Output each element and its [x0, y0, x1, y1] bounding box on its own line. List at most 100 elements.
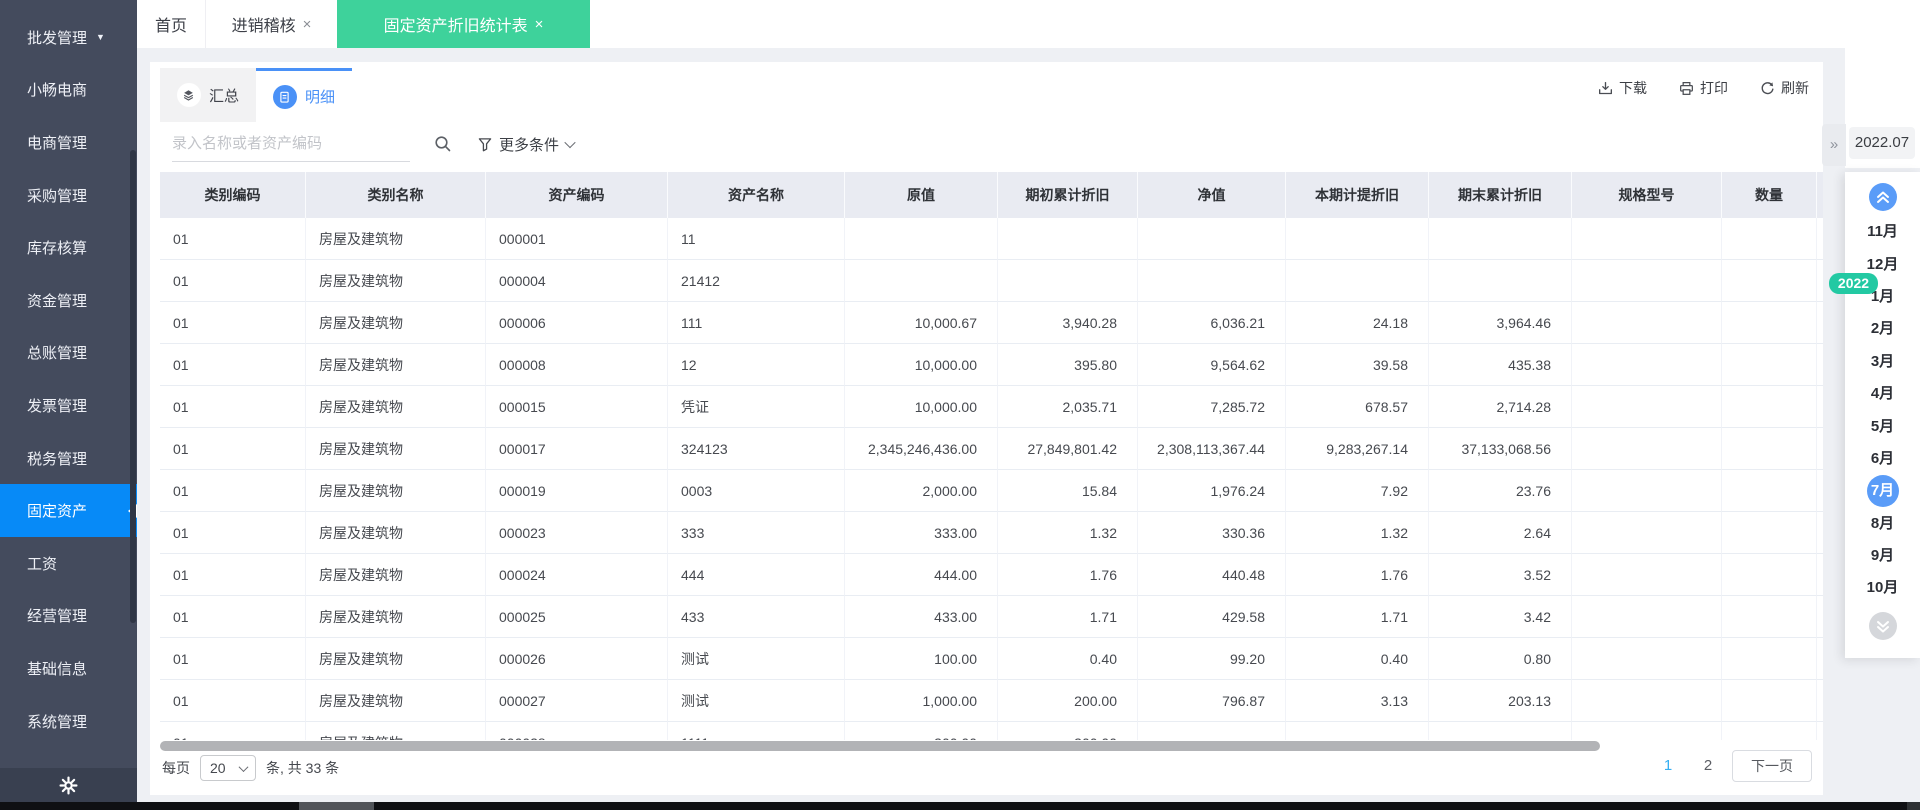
- close-tab-icon[interactable]: ×: [302, 15, 312, 33]
- bottom-bar-segment: [299, 802, 374, 810]
- table-row[interactable]: 01房屋及建筑物0000281111300.00300.00: [160, 722, 1823, 740]
- cell: 测试: [668, 638, 845, 680]
- sidebar-item-inventory-accounting[interactable]: 库存核算: [0, 221, 137, 274]
- table-row[interactable]: 01 房屋及建筑物 000025 433 433.00 1.71 429.58 1.71 3.4…: [160, 596, 1823, 638]
- tab-summary-label: 汇总: [208, 87, 239, 105]
- month-item[interactable]: 11月: [1845, 216, 1920, 248]
- tab-fixed-asset-depreciation-report[interactable]: 固定资产折旧统计表 ×: [337, 0, 590, 48]
- cell: [1722, 512, 1817, 554]
- month-item-label: 7月: [1866, 475, 1899, 508]
- view-tabs: 汇总 明细: [160, 68, 352, 122]
- close-tab-icon[interactable]: ×: [534, 15, 544, 33]
- sidebar-item-funds[interactable]: 资金管理: [0, 274, 137, 327]
- table-row[interactable]: 01 房屋及建筑物 000015 凭证 10,000.00 2,035.71 7,285.7…: [160, 386, 1823, 428]
- col-original-value: 原值: [845, 172, 998, 218]
- month-item-label: 4月: [1870, 385, 1895, 403]
- sidebar-item-tax[interactable]: 税务管理: [0, 432, 137, 485]
- tab-home[interactable]: 首页: [137, 0, 205, 48]
- cell: 01: [160, 596, 306, 638]
- table-row[interactable]: 01 房屋及建筑物 000004 21412: [160, 260, 1823, 302]
- table-row[interactable]: 01 房屋及建筑物 000027 测试 1,000.00 200.00 796.87 3.13…: [160, 680, 1823, 722]
- panel-collapse-tab[interactable]: »: [1822, 124, 1846, 166]
- sidebar-item-general-ledger[interactable]: 总账管理: [0, 327, 137, 380]
- current-period-field[interactable]: 2022.07: [1849, 127, 1915, 159]
- table-row[interactable]: 01 房屋及建筑物 000001 11: [160, 218, 1823, 260]
- cell: 房屋及建筑物: [306, 512, 486, 554]
- month-item[interactable]: 8月: [1845, 508, 1920, 540]
- month-item[interactable]: 4月: [1845, 378, 1920, 410]
- month-item[interactable]: 6月: [1845, 443, 1920, 475]
- cell: 房屋及建筑物: [306, 428, 486, 470]
- refresh-button[interactable]: 刷新: [1760, 78, 1809, 98]
- content-card: 汇总 明细 下载: [150, 62, 1823, 795]
- sidebar-item-purchasing[interactable]: 采购管理: [0, 169, 137, 222]
- table-row[interactable]: 01 房屋及建筑物 000008 12 10,000.00 395.80 9,564.62 3…: [160, 344, 1823, 386]
- page-2-button[interactable]: 2: [1703, 757, 1713, 774]
- cell: [1572, 722, 1722, 740]
- sidebar-item-basic-info[interactable]: 基础信息: [0, 642, 137, 695]
- cell: [1817, 512, 1823, 554]
- tab-summary[interactable]: 汇总: [160, 68, 256, 122]
- cell: 300.00: [845, 722, 998, 740]
- sidebar-item-fixed-assets[interactable]: 固定资产: [0, 484, 137, 537]
- cell: 000001: [486, 218, 668, 260]
- next-page-button[interactable]: 下一页: [1732, 750, 1812, 782]
- month-item[interactable]: 5月: [1845, 410, 1920, 442]
- cell: [1572, 638, 1722, 680]
- tab-detail[interactable]: 明细: [256, 68, 352, 122]
- table-row[interactable]: 01 房屋及建筑物 000026 测试 100.00 0.40 99.20 0.40 0.80: [160, 638, 1823, 680]
- cell: 0.40: [998, 638, 1138, 680]
- month-item[interactable]: 2月: [1845, 313, 1920, 345]
- cell: [1572, 302, 1722, 344]
- table-row[interactable]: 01 房屋及建筑物 000006 111 10,000.67 3,940.28 6,036.…: [160, 302, 1823, 344]
- per-page-select[interactable]: 20: [200, 755, 256, 781]
- month-item[interactable]: 10月: [1845, 572, 1920, 604]
- cell: 000027: [486, 680, 668, 722]
- month-item-label: 12月: [1866, 255, 1899, 273]
- page-1-button[interactable]: 1: [1663, 757, 1673, 774]
- table-row[interactable]: 01 房屋及建筑物 000019 0003 2,000.00 15.84 1,976.24 7…: [160, 470, 1823, 512]
- cell: 凭证: [668, 386, 845, 428]
- search-icon[interactable]: [434, 135, 452, 153]
- table-row[interactable]: 01 房屋及建筑物 000023 333 333.00 1.32 330.36 1.32 2.6…: [160, 512, 1823, 554]
- cell: 333: [668, 512, 845, 554]
- month-item[interactable]: 7月: [1845, 475, 1920, 508]
- month-item[interactable]: 3月: [1845, 346, 1920, 378]
- table-row[interactable]: 01 房屋及建筑物 000017 324123 2,345,246,436.00 27,8…: [160, 428, 1823, 470]
- sidebar-item-system[interactable]: 系统管理: [0, 695, 137, 748]
- sidebar-nav: 批发管理 ▼ 小畅电商 电商管理 采购管理 库存核算 资金管理 总账管理 发票管理 税务管理 固定资…: [0, 11, 137, 747]
- sidebar-item-label: 系统管理: [27, 713, 88, 731]
- cell: 27,849,801.42: [998, 428, 1138, 470]
- sidebar-item-ecommerce[interactable]: 电商管理: [0, 116, 137, 169]
- cell: 01: [160, 260, 306, 302]
- tab-label: 固定资产折旧统计表: [383, 18, 528, 35]
- cell: [1429, 260, 1572, 302]
- month-item[interactable]: 1月: [1845, 281, 1920, 313]
- scroll-down-icon[interactable]: [1868, 612, 1897, 640]
- month-item[interactable]: 9月: [1845, 540, 1920, 572]
- horizontal-scrollbar[interactable]: [160, 741, 1600, 751]
- print-button[interactable]: 打印: [1679, 78, 1728, 98]
- col-net-value: 净值: [1138, 172, 1286, 218]
- sidebar-item-operations[interactable]: 经营管理: [0, 590, 137, 643]
- cell: [1722, 638, 1817, 680]
- cell: [1722, 344, 1817, 386]
- sidebar-item-wholesale[interactable]: 批发管理 ▼: [0, 11, 137, 64]
- sidebar-item-invoice[interactable]: 发票管理: [0, 379, 137, 432]
- table-row[interactable]: 01 房屋及建筑物 000024 444 444.00 1.76 440.48 1.76 3.5…: [160, 554, 1823, 596]
- tab-purchase-sales-audit[interactable]: 进销稽核 ×: [205, 0, 337, 48]
- search-input[interactable]: [172, 126, 410, 162]
- col-asset-code: 资产编码: [486, 172, 668, 218]
- sidebar-scrollbar[interactable]: [130, 150, 136, 623]
- cell: 7,285.72: [1138, 386, 1286, 428]
- settings-gear-icon[interactable]: [59, 775, 78, 795]
- sidebar-item-xiaochang-ecommerce[interactable]: 小畅电商: [0, 64, 137, 117]
- cell: 330.36: [1138, 512, 1286, 554]
- sidebar-item-payroll[interactable]: 工资: [0, 537, 137, 590]
- more-conditions-button[interactable]: 更多条件: [478, 134, 576, 155]
- month-item[interactable]: 12月: [1845, 248, 1920, 280]
- download-button[interactable]: 下载: [1598, 78, 1647, 98]
- cell: 333.00: [845, 512, 998, 554]
- scroll-up-icon[interactable]: [1868, 183, 1897, 211]
